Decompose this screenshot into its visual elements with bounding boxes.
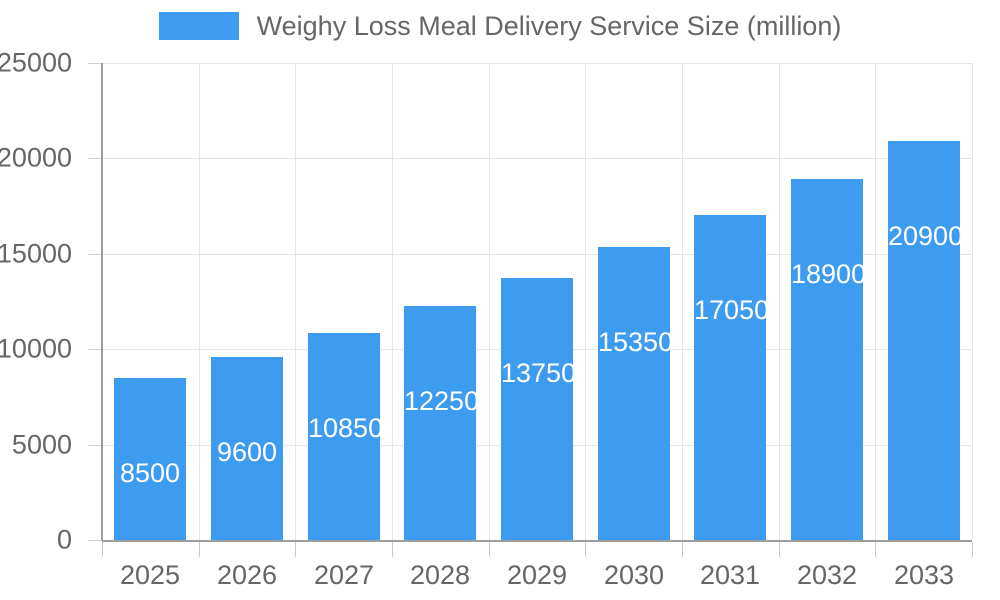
x-axis-tick-label: 2029 — [506, 560, 568, 590]
legend-color-swatch — [158, 12, 239, 40]
x-axis-tick-mark — [875, 542, 876, 557]
y-axis-tick-label: 25000 — [0, 47, 72, 78]
legend-item-weighy-loss-meal-delivery-service-size[interactable]: Weighy Loss Meal Delivery Service Size (… — [158, 10, 842, 41]
y-axis-tick-mark — [88, 540, 101, 541]
gridline-vertical — [199, 63, 200, 540]
y-axis-tick-label: 20000 — [0, 142, 72, 173]
legend-item-label: Weighy Loss Meal Delivery Service Size (… — [256, 10, 842, 41]
bars-layer: 8500 9600 10850 12250 13750 15350 17050 18900 20… — [102, 63, 972, 540]
gridline-horizontal — [102, 63, 972, 64]
bar-value-label: 18900 — [791, 259, 867, 289]
x-axis-tick-label: 2032 — [796, 560, 858, 590]
bar-2026[interactable]: 9600 — [211, 357, 283, 540]
x-axis-tick-mark — [779, 542, 780, 557]
bar-2027[interactable]: 10850 — [308, 333, 384, 540]
bar-2031[interactable]: 17050 — [694, 215, 770, 540]
y-axis-tick-mark — [88, 349, 101, 350]
gridline-vertical — [972, 63, 973, 540]
gridline-vertical — [295, 63, 296, 540]
y-axis-line — [101, 63, 103, 541]
bar-value-label: 8500 — [119, 458, 181, 488]
bar-2029[interactable]: 13750 — [501, 278, 577, 540]
y-axis-tick-mark — [88, 254, 101, 255]
x-axis-tick-mark — [972, 542, 973, 557]
bar-2033[interactable]: 20900 — [888, 141, 964, 540]
y-axis-tick-label: 0 — [56, 524, 72, 555]
x-axis-tick-mark — [102, 542, 103, 557]
bar-value-label: 10850 — [308, 413, 384, 443]
x-axis-tick-label: 2030 — [603, 560, 665, 590]
plot-area: 8500 9600 10850 12250 13750 15350 17050 18900 20… — [102, 63, 973, 541]
bar-value-label: 20900 — [888, 221, 964, 251]
x-axis-tick-label: 2031 — [699, 560, 761, 590]
bar-value-label: 15350 — [598, 327, 674, 357]
bar-value-label: 17050 — [694, 295, 770, 325]
y-axis-tick-label: 10000 — [0, 333, 72, 364]
x-axis-tick-label: 2033 — [893, 560, 955, 590]
y-axis-tick-mark — [88, 63, 101, 64]
gridline-vertical — [779, 63, 780, 540]
y-axis-tick-mark — [88, 158, 101, 159]
bar-2028[interactable]: 12250 — [404, 306, 480, 540]
y-axis-tick-label: 5000 — [11, 429, 72, 460]
gridline-horizontal — [102, 158, 972, 159]
gridline-vertical — [875, 63, 876, 540]
y-axis-tick-mark — [88, 445, 101, 446]
x-axis-tick-label: 2025 — [119, 560, 181, 590]
x-axis-tick-label: 2026 — [216, 560, 278, 590]
chart-legend: Weighy Loss Meal Delivery Service Size (… — [0, 12, 1000, 40]
x-axis-tick-label: 2028 — [409, 560, 471, 590]
x-axis-tick-label: 2027 — [313, 560, 375, 590]
x-axis-tick-mark — [392, 542, 393, 557]
bar-2032[interactable]: 18900 — [791, 179, 867, 540]
gridline-horizontal — [102, 254, 972, 255]
gridline-vertical — [392, 63, 393, 540]
x-axis-tick-mark — [489, 542, 490, 557]
bar-value-label: 9600 — [216, 437, 278, 467]
bar-value-label: 13750 — [501, 358, 577, 388]
gridline-vertical — [585, 63, 586, 540]
gridline-vertical — [489, 63, 490, 540]
y-axis-tick-label: 15000 — [0, 238, 72, 269]
gridline-vertical — [682, 63, 683, 540]
bar-2030[interactable]: 15350 — [598, 247, 674, 540]
bar-value-label: 12250 — [404, 386, 480, 416]
x-axis-tick-mark — [199, 542, 200, 557]
x-axis-tick-mark — [585, 542, 586, 557]
x-axis-tick-mark — [682, 542, 683, 557]
x-axis-line — [102, 540, 972, 542]
bar-2025[interactable]: 8500 — [114, 378, 186, 540]
x-axis-tick-mark — [295, 542, 296, 557]
